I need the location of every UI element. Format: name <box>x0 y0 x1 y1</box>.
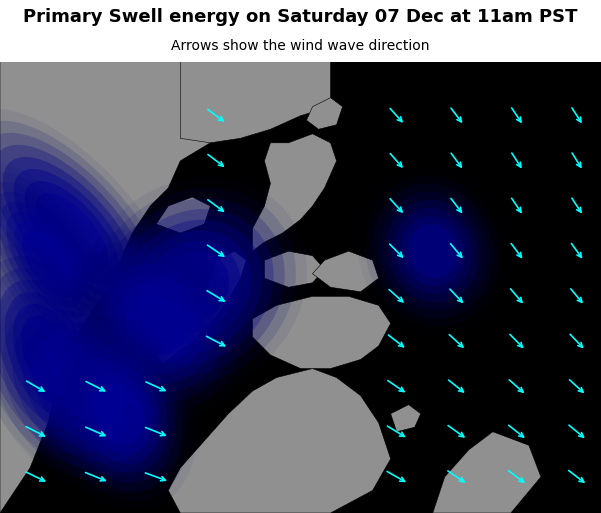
Polygon shape <box>156 197 210 233</box>
Ellipse shape <box>35 193 109 273</box>
Polygon shape <box>0 62 210 513</box>
Ellipse shape <box>52 352 117 421</box>
Ellipse shape <box>71 235 242 411</box>
Text: Arrows show the wind wave direction: Arrows show the wind wave direction <box>171 39 430 53</box>
Ellipse shape <box>14 169 130 298</box>
Polygon shape <box>180 62 331 143</box>
Ellipse shape <box>0 279 186 495</box>
Ellipse shape <box>117 283 196 364</box>
Ellipse shape <box>365 175 501 327</box>
Ellipse shape <box>62 226 251 421</box>
Ellipse shape <box>2 300 166 473</box>
Ellipse shape <box>81 364 160 464</box>
Ellipse shape <box>25 181 120 285</box>
Polygon shape <box>391 405 421 432</box>
Ellipse shape <box>12 310 156 463</box>
Ellipse shape <box>409 224 457 278</box>
Ellipse shape <box>380 192 486 311</box>
Ellipse shape <box>22 321 146 453</box>
Ellipse shape <box>144 241 240 333</box>
Ellipse shape <box>51 326 189 501</box>
Ellipse shape <box>89 254 224 392</box>
Ellipse shape <box>32 331 136 442</box>
Ellipse shape <box>78 177 307 398</box>
Ellipse shape <box>99 264 214 383</box>
Ellipse shape <box>111 209 273 366</box>
Text: Primary Swell energy on Saturday 07 Dec at 11am PST: Primary Swell energy on Saturday 07 Dec … <box>23 8 578 26</box>
Ellipse shape <box>122 220 263 355</box>
Ellipse shape <box>0 145 153 321</box>
Ellipse shape <box>0 232 132 478</box>
Ellipse shape <box>89 188 296 387</box>
Polygon shape <box>252 134 337 251</box>
Polygon shape <box>252 297 391 368</box>
Ellipse shape <box>0 256 116 454</box>
Ellipse shape <box>5 292 91 418</box>
Ellipse shape <box>126 292 187 355</box>
Ellipse shape <box>155 252 230 323</box>
Ellipse shape <box>0 162 129 368</box>
Ellipse shape <box>401 216 464 286</box>
Ellipse shape <box>100 199 285 376</box>
Ellipse shape <box>2 157 142 309</box>
Ellipse shape <box>0 280 100 430</box>
Ellipse shape <box>0 202 97 328</box>
Polygon shape <box>168 368 391 513</box>
Ellipse shape <box>0 182 113 348</box>
Ellipse shape <box>14 222 82 308</box>
Polygon shape <box>264 251 325 287</box>
Ellipse shape <box>133 230 251 344</box>
Ellipse shape <box>21 315 75 394</box>
Ellipse shape <box>58 336 182 492</box>
Ellipse shape <box>80 245 233 402</box>
Ellipse shape <box>394 208 471 294</box>
Ellipse shape <box>0 121 174 345</box>
Ellipse shape <box>108 273 205 373</box>
Ellipse shape <box>7 211 90 318</box>
Ellipse shape <box>88 373 153 455</box>
Polygon shape <box>433 432 541 513</box>
Ellipse shape <box>96 382 145 445</box>
Ellipse shape <box>73 354 167 473</box>
Ellipse shape <box>0 172 121 358</box>
Polygon shape <box>313 251 379 292</box>
Ellipse shape <box>13 304 84 406</box>
Ellipse shape <box>373 184 493 319</box>
Ellipse shape <box>0 289 175 484</box>
Polygon shape <box>156 251 246 364</box>
Polygon shape <box>307 97 343 129</box>
Ellipse shape <box>66 345 175 483</box>
Ellipse shape <box>0 133 163 333</box>
Ellipse shape <box>0 268 108 442</box>
Ellipse shape <box>387 200 478 303</box>
Ellipse shape <box>0 244 124 466</box>
Ellipse shape <box>22 231 74 298</box>
Ellipse shape <box>0 192 105 338</box>
Ellipse shape <box>0 109 186 358</box>
Ellipse shape <box>41 341 127 432</box>
